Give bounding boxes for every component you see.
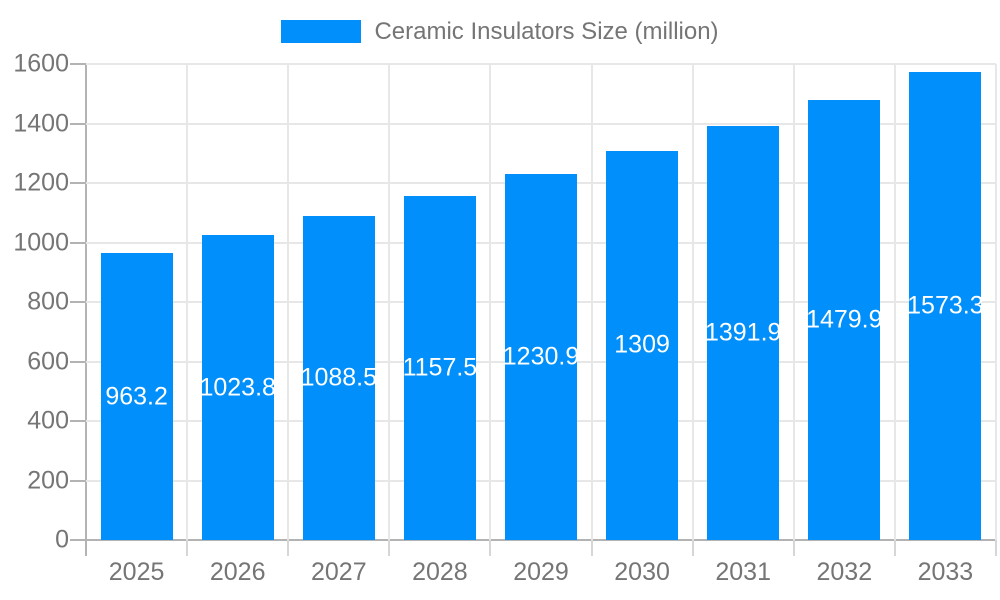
y-axis-label: 1400 — [13, 109, 69, 137]
x-axis-label: 2028 — [412, 558, 468, 586]
bar-2032[interactable] — [808, 99, 881, 540]
bar-value-label: 1230.9 — [502, 342, 580, 371]
x-axis-tick — [388, 540, 391, 556]
x-axis-tick — [792, 540, 795, 556]
bar-2027[interactable] — [302, 216, 375, 540]
gridline-y-1400 — [86, 122, 996, 125]
y-axis-tick — [70, 479, 86, 482]
x-axis-label: 2031 — [715, 558, 771, 586]
gridline-x-boundary — [792, 64, 795, 540]
bar-2031[interactable] — [707, 125, 780, 540]
x-axis-tick — [287, 540, 290, 556]
bar-2026[interactable] — [201, 235, 274, 540]
y-axis-tick — [70, 420, 86, 422]
bar-2028[interactable] — [403, 195, 476, 540]
x-axis-tick — [489, 540, 492, 556]
bar-value-label: 1088.5 — [300, 363, 378, 392]
gridline-x-boundary — [186, 64, 189, 540]
bar-value-label: 1479.9 — [806, 305, 883, 334]
y-axis-label: 800 — [27, 287, 69, 316]
gridline-x-boundary — [388, 64, 391, 540]
x-axis-label: 2029 — [513, 558, 569, 586]
bar-value-label: 1157.5 — [402, 353, 478, 382]
y-axis-label: 600 — [27, 347, 69, 375]
y-axis-label: 0 — [55, 525, 69, 554]
gridline-y-1600 — [86, 63, 996, 65]
bar-value-label: 1309 — [614, 330, 670, 359]
gridline-x-boundary — [893, 64, 896, 540]
y-axis-tick — [70, 63, 86, 65]
gridline-x-boundary — [489, 64, 492, 540]
legend-label: Ceramic Insulators Size (million) — [374, 17, 719, 45]
x-axis-tick — [590, 540, 593, 556]
y-axis-tick — [70, 360, 86, 363]
gridline-x-boundary — [691, 64, 694, 540]
y-axis-label: 1200 — [13, 168, 69, 197]
x-axis-tick — [893, 540, 896, 556]
y-axis-tick — [70, 122, 86, 125]
x-axis-label: 2032 — [816, 558, 873, 586]
bar-2029[interactable] — [505, 173, 577, 540]
bar-value-label: 1573.3 — [907, 291, 984, 320]
y-axis-tick — [70, 539, 86, 541]
bar-2030[interactable] — [606, 150, 679, 540]
x-axis-tick — [691, 540, 694, 556]
x-axis-label: 2027 — [310, 558, 367, 586]
bar-value-label: 963.2 — [105, 382, 168, 411]
y-axis-tick — [70, 182, 86, 184]
y-axis-label: 200 — [27, 466, 69, 494]
x-axis-label: 2025 — [108, 558, 165, 586]
bar-value-label: 1391.9 — [704, 318, 782, 347]
y-axis-label: 400 — [27, 406, 69, 435]
y-axis-line — [85, 64, 87, 556]
x-axis-label: 2033 — [917, 558, 974, 586]
bar-2025[interactable] — [100, 253, 173, 540]
gridline-x-boundary — [590, 64, 593, 540]
bar-2033[interactable] — [909, 71, 982, 540]
x-axis-tick — [995, 540, 997, 556]
bar-value-label: 1023.8 — [199, 373, 276, 402]
x-axis-line — [86, 539, 997, 541]
x-axis-tick — [186, 540, 189, 556]
x-axis-label: 2030 — [614, 558, 670, 586]
y-axis-label: 1600 — [13, 49, 69, 78]
y-axis-tick — [70, 241, 86, 244]
legend[interactable]: Ceramic Insulators Size (million) — [0, 17, 1000, 45]
plot-area: 963.2 1023.8 1088.5 1157.5 1230.9 1309 1391.9 1… — [86, 63, 997, 540]
gridline-x-boundary — [995, 64, 997, 540]
x-axis-label: 2026 — [209, 558, 266, 586]
y-axis-tick — [70, 301, 86, 303]
gridline-x-boundary — [287, 64, 290, 540]
legend-swatch-icon — [281, 20, 362, 43]
y-axis-label: 1000 — [13, 228, 69, 256]
